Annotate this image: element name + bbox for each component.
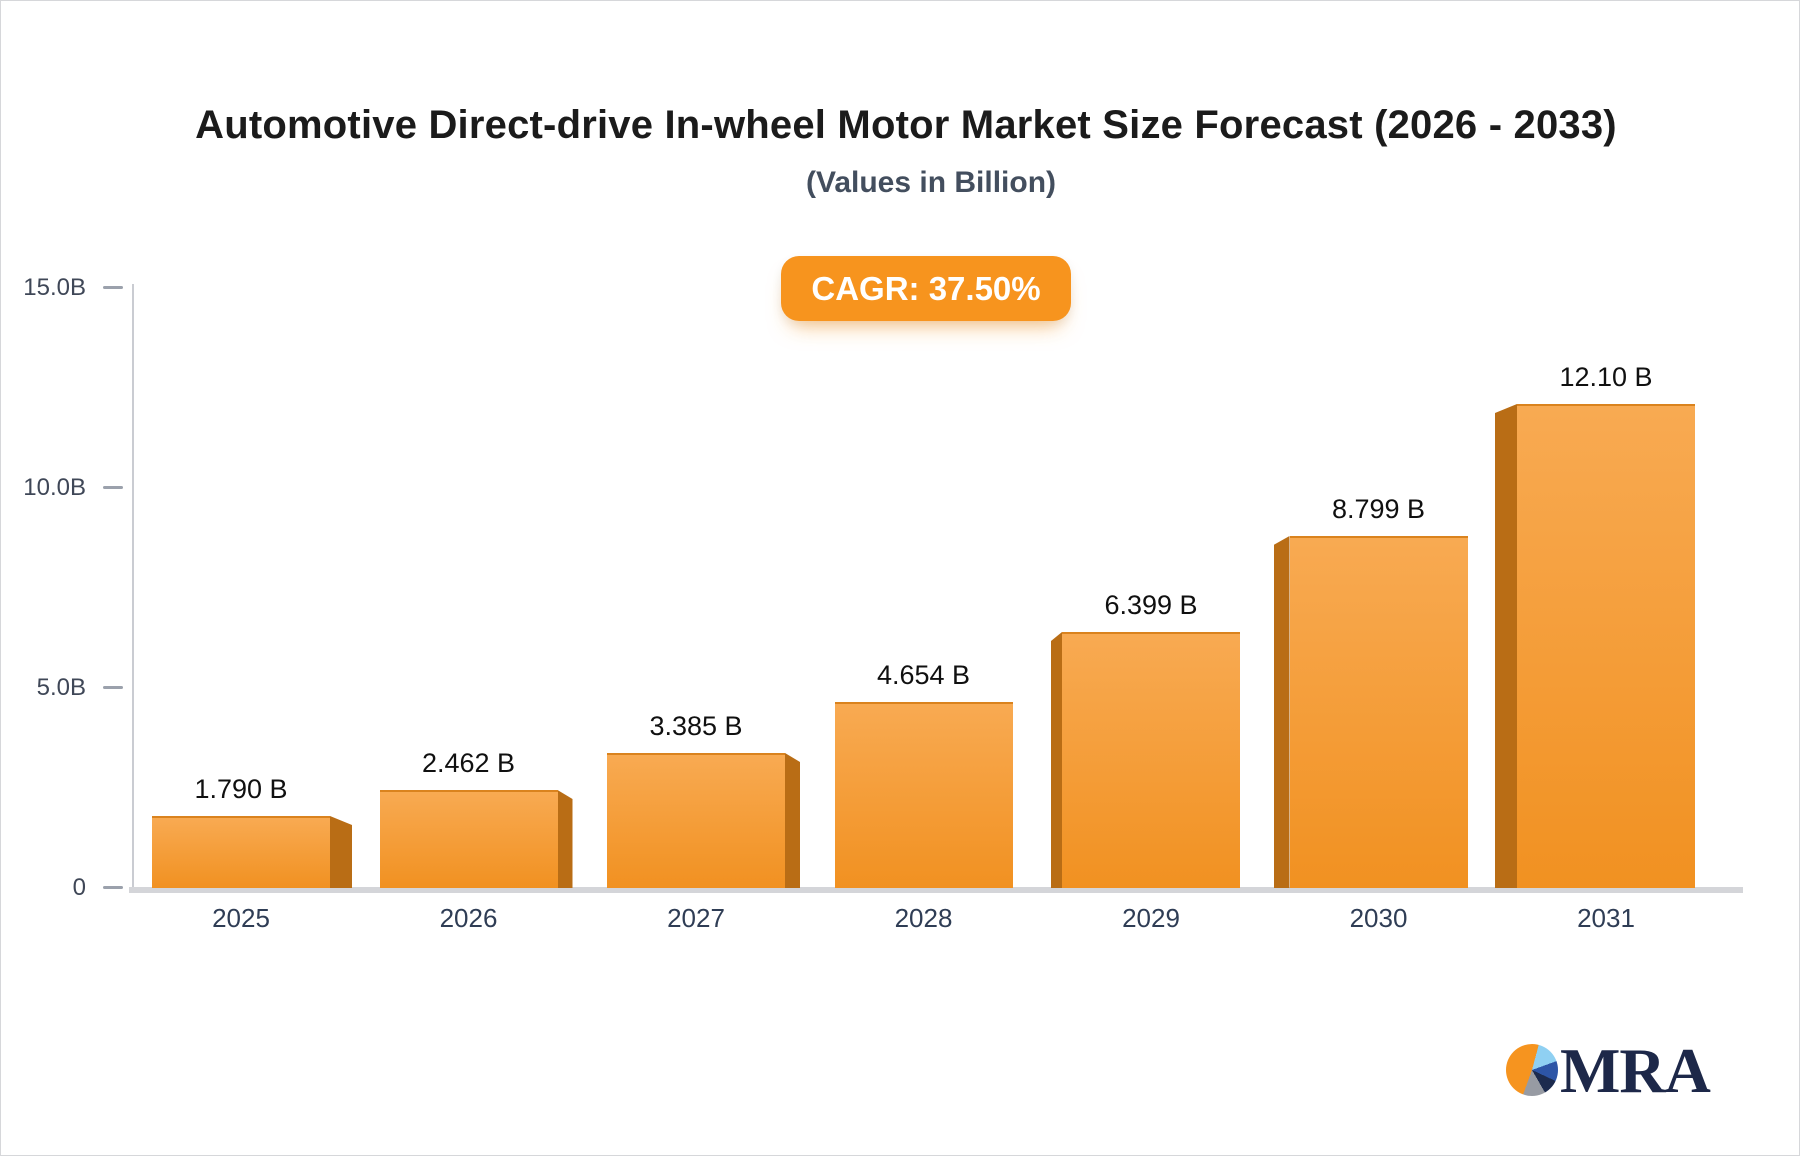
bar-side-2026 <box>557 790 573 888</box>
bar-2031[interactable] <box>1517 404 1695 888</box>
bar-2027[interactable] <box>607 753 785 888</box>
y-tick-label: 0 <box>72 874 86 901</box>
x-axis-baseline <box>129 887 1743 893</box>
y-axis-line <box>132 284 134 890</box>
x-axis-label-2025: 2025 <box>212 903 270 933</box>
bar-side-2031 <box>1495 404 1517 888</box>
cagr-badge: CAGR: 37.50% <box>781 256 1071 321</box>
x-axis-label-2026: 2026 <box>439 903 498 933</box>
y-tick-label: 10.0B <box>23 474 86 501</box>
bar-2025[interactable] <box>152 816 330 888</box>
bar-value-label: 4.654 B <box>876 660 971 690</box>
y-tick-mark <box>103 886 123 889</box>
bar-value-label: 8.799 B <box>1331 494 1426 524</box>
bar-2030[interactable] <box>1289 536 1468 888</box>
bar-side-2027 <box>785 753 800 888</box>
x-axis-label-2029: 2029 <box>1122 903 1180 933</box>
bar-value-label: 3.385 B <box>649 711 743 741</box>
x-axis-label-2030: 2030 <box>1349 903 1408 933</box>
y-tick-mark <box>103 686 123 689</box>
x-axis-label-2027: 2027 <box>667 903 725 933</box>
mra-logo-text: MRA <box>1560 1035 1711 1106</box>
bar-value-label: 12.10 B <box>1559 362 1653 392</box>
x-axis-label-2031: 2031 <box>1577 903 1635 933</box>
bar-2026[interactable] <box>379 790 558 888</box>
x-axis-label-2028: 2028 <box>894 903 953 933</box>
bar-2028[interactable] <box>834 702 1013 888</box>
y-tick-label: 5.0B <box>36 674 86 701</box>
y-tick-mark <box>103 286 123 289</box>
bar-2029[interactable] <box>1062 632 1240 888</box>
bar-side-2030 <box>1273 536 1290 888</box>
chart-title: Automotive Direct-drive In-wheel Motor M… <box>195 103 1617 147</box>
bar-side-2025 <box>330 816 352 888</box>
chart-subtitle: (Values in Billion) <box>805 166 1057 199</box>
bar-value-label: 2.462 B <box>421 748 516 778</box>
y-tick-mark <box>103 486 123 489</box>
mra-logo: MRA <box>1504 1033 1764 1109</box>
y-tick-label: 15.0B <box>23 274 86 301</box>
bar-side-2029 <box>1051 632 1062 888</box>
bar-value-label: 6.399 B <box>1104 590 1198 620</box>
pie-chart-logo-icon <box>1506 1044 1558 1096</box>
bar-value-label: 1.790 B <box>194 774 288 804</box>
